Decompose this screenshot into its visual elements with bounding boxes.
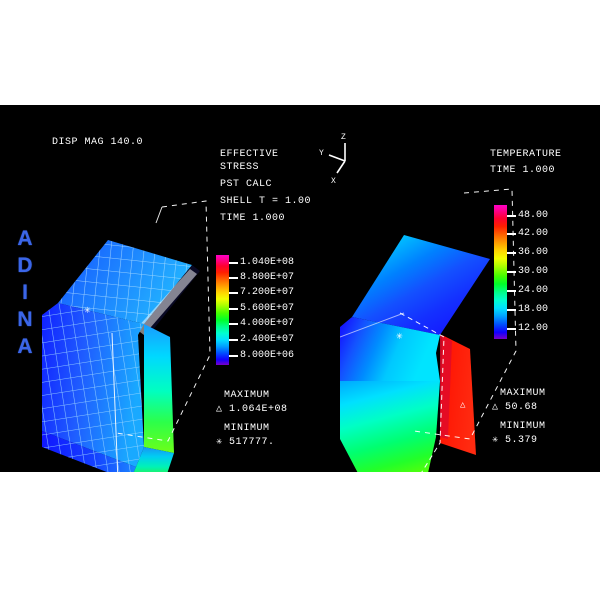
axis-label-z: Z bbox=[341, 133, 346, 142]
right-header-line-1: TEMPERATURE bbox=[490, 149, 562, 160]
right-colorbar-value-6: 18.00 bbox=[518, 304, 549, 315]
right-colorbar-value-1: 48.00 bbox=[518, 210, 549, 221]
left-bounding-box bbox=[115, 200, 211, 442]
svg-text:△: △ bbox=[460, 400, 466, 410]
svg-text:✳: ✳ bbox=[84, 305, 91, 317]
left-colorbar-value-1: 1.040E+08 bbox=[240, 257, 295, 268]
right-colorbar-value-4: 30.00 bbox=[518, 266, 549, 277]
right-colorbar-value-5: 24.00 bbox=[518, 285, 549, 296]
adina-logo-letter-n: N bbox=[17, 308, 33, 331]
left-header-line-1: EFFECTIVE bbox=[220, 149, 279, 160]
left-colorbar-value-5: 4.000E+07 bbox=[240, 318, 295, 329]
right-colorbar-tick-1 bbox=[507, 215, 516, 217]
axis-label-x: X bbox=[331, 177, 336, 185]
adina-logo-letter-a1: A bbox=[17, 227, 33, 250]
left-minimum-marker: ✳ bbox=[216, 437, 223, 448]
right-colorbar-gradient bbox=[494, 205, 507, 339]
left-colorbar-gradient bbox=[216, 255, 229, 365]
left-colorbar-value-2: 8.800E+07 bbox=[240, 272, 295, 283]
right-minimum-marker: ✳ bbox=[492, 435, 499, 446]
left-maximum-row: △ 1.064E+08 bbox=[216, 404, 288, 416]
adina-logo: A D I N A bbox=[10, 225, 40, 385]
adina-logo-letter-i: I bbox=[22, 281, 28, 304]
right-maximum-label: MAXIMUM bbox=[500, 388, 546, 399]
axis-label-y: Y bbox=[319, 149, 324, 158]
left-colorbar-tick-4 bbox=[229, 308, 238, 310]
right-colorbar: 48.00 42.00 36.00 30.00 24.00 18.00 12.0… bbox=[494, 205, 548, 339]
left-model-mesh: ✳ △ bbox=[42, 240, 200, 472]
right-colorbar-tick-6 bbox=[507, 309, 516, 311]
left-colorbar-value-4: 5.600E+07 bbox=[240, 303, 295, 314]
left-colorbar-value-6: 2.400E+07 bbox=[240, 334, 295, 345]
svg-text:△: △ bbox=[44, 470, 50, 472]
right-minimum-label: MINIMUM bbox=[500, 421, 546, 432]
right-colorbar-value-3: 36.00 bbox=[518, 247, 549, 258]
disp-mag-value: 140.0 bbox=[110, 137, 144, 148]
right-colorbar-value-2: 42.00 bbox=[518, 228, 549, 239]
left-maximum-marker: △ bbox=[216, 404, 223, 415]
left-colorbar-tick-3 bbox=[229, 292, 238, 294]
right-maximum-row: △ 50.68 bbox=[492, 402, 538, 414]
right-bounding-box bbox=[413, 188, 517, 440]
left-colorbar: 1.040E+08 8.800E+07 7.200E+07 5.600E+07 … bbox=[216, 255, 294, 365]
left-header-line-2: STRESS bbox=[220, 162, 260, 173]
left-header-line-4: SHELL T = 1.00 bbox=[220, 196, 312, 207]
plot-canvas: A D I N A DISP MAG 140.0 bbox=[0, 105, 600, 472]
left-header-line-3: PST CALC bbox=[220, 179, 273, 190]
left-colorbar-value-3: 7.200E+07 bbox=[240, 287, 295, 298]
left-minimum-label: MINIMUM bbox=[224, 423, 270, 434]
left-colorbar-tick-2 bbox=[229, 277, 238, 279]
left-minimum-row: ✳ 517777. bbox=[216, 437, 275, 449]
coordinate-triad: Z Y X bbox=[319, 133, 346, 185]
right-colorbar-tick-5 bbox=[507, 290, 516, 292]
left-colorbar-tick-5 bbox=[229, 323, 238, 325]
disp-mag-label: DISP MAG 140.0 bbox=[52, 137, 143, 149]
adina-logo-letter-d: D bbox=[17, 254, 33, 277]
right-colorbar-tick-7 bbox=[507, 328, 516, 330]
right-maximum-value: 50.68 bbox=[505, 402, 538, 413]
left-minimum-value: 517777. bbox=[229, 437, 275, 448]
left-colorbar-tick-7 bbox=[229, 355, 238, 357]
right-model-contour: △ ✳ bbox=[340, 235, 490, 472]
right-colorbar-tick-4 bbox=[507, 271, 516, 273]
right-minimum-value: 5.379 bbox=[505, 435, 538, 446]
right-header-line-2: TIME 1.000 bbox=[490, 165, 556, 176]
right-minimum-row: ✳ 5.379 bbox=[492, 435, 538, 447]
right-colorbar-tick-3 bbox=[507, 252, 516, 254]
right-maximum-marker: △ bbox=[492, 402, 499, 413]
svg-text:✳: ✳ bbox=[396, 331, 403, 343]
disp-mag-text: DISP MAG bbox=[52, 137, 105, 148]
right-colorbar-tick-2 bbox=[507, 233, 516, 235]
left-colorbar-tick-1 bbox=[229, 262, 238, 264]
left-colorbar-value-7: 8.000E+06 bbox=[240, 350, 295, 361]
left-maximum-label: MAXIMUM bbox=[224, 390, 270, 401]
right-colorbar-value-7: 12.00 bbox=[518, 323, 549, 334]
left-colorbar-tick-6 bbox=[229, 339, 238, 341]
left-maximum-value: 1.064E+08 bbox=[229, 404, 288, 415]
adina-logo-letter-a2: A bbox=[17, 335, 33, 358]
left-header-line-5: TIME 1.000 bbox=[220, 213, 286, 224]
